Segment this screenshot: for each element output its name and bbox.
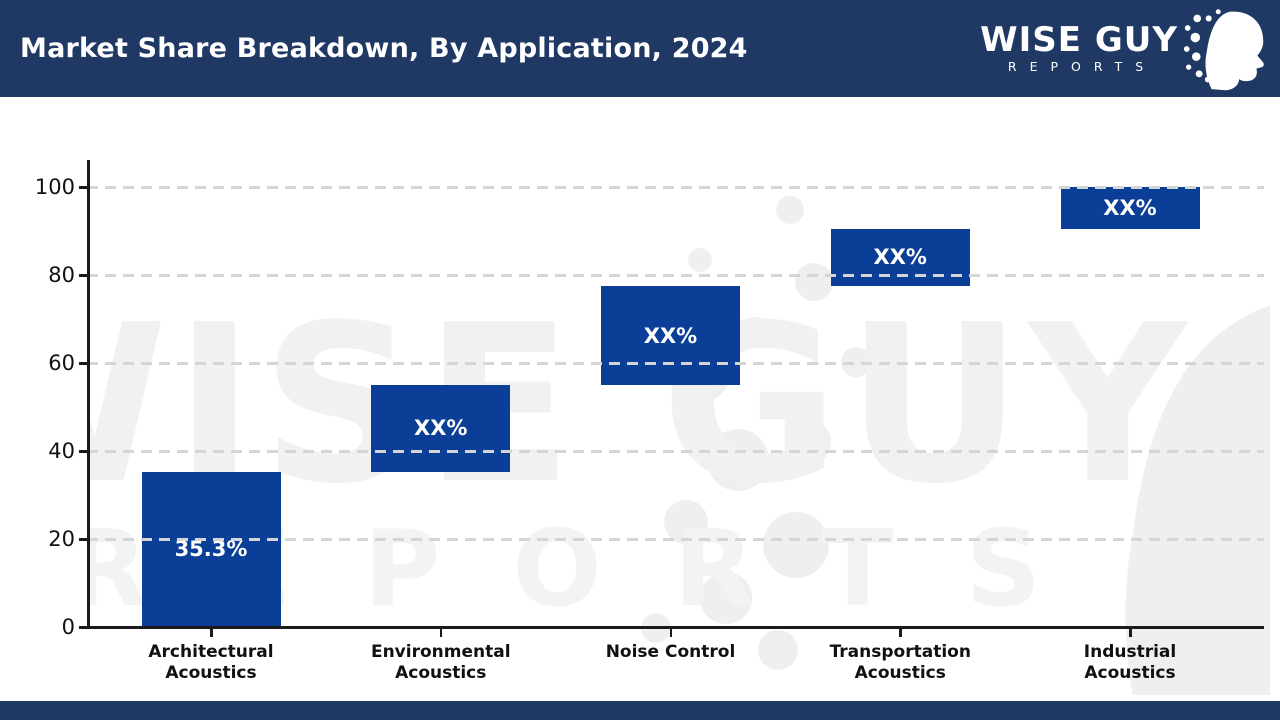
- y-gridline: [87, 186, 1264, 189]
- y-gridline: [87, 362, 1264, 365]
- wise-guy-logo: WISE GUY REPORTS: [980, 7, 1266, 91]
- x-tick-mark: [1129, 628, 1132, 637]
- bar-value-label: XX%: [1103, 195, 1157, 220]
- logo-name: WISE GUY: [980, 20, 1178, 61]
- y-tick-label: 60: [48, 351, 75, 375]
- y-tick-label: 40: [48, 439, 75, 463]
- x-axis-spine: [87, 626, 1264, 629]
- bar-transportation-acoustics: XX%: [830, 228, 970, 286]
- x-tick-label-4: Transportation Acoustics: [829, 642, 971, 683]
- bar-industrial-acoustics: XX%: [1060, 187, 1200, 229]
- bar-environmental-acoustics: XX%: [371, 385, 511, 472]
- y-gridline: [87, 450, 1264, 453]
- y-tick-mark: [79, 626, 87, 629]
- x-tick-mark: [669, 628, 672, 637]
- dotted-head-profile-icon: [1183, 8, 1264, 90]
- y-tick-mark: [79, 274, 87, 277]
- bar-value-label: 35.3%: [174, 537, 248, 562]
- x-tick-mark: [210, 628, 213, 637]
- y-tick-mark: [79, 450, 87, 453]
- y-tick-label: 0: [61, 615, 75, 639]
- chart-area: 0 20 40 60 80 100 35.3% XX% XX% XX% XX% Architectur…: [0, 97, 1280, 701]
- y-tick-label: 20: [48, 527, 75, 551]
- bar-value-label: XX%: [873, 245, 927, 270]
- header-bar: Market Share Breakdown, By Application, …: [0, 0, 1280, 97]
- x-tick-label-2: Environmental Acoustics: [370, 642, 511, 683]
- y-axis-spine: [87, 160, 90, 629]
- y-tick-mark: [79, 362, 87, 365]
- y-tick-mark: [79, 538, 87, 541]
- bar-value-label: XX%: [643, 323, 698, 348]
- x-tick-mark: [899, 628, 902, 637]
- footer-bar: [0, 701, 1280, 720]
- bar-value-label: XX%: [414, 416, 468, 441]
- y-tick-label: 80: [48, 263, 75, 287]
- bar-noise-control: XX%: [601, 286, 740, 385]
- x-tick-label-5: Industrial Acoustics: [1083, 642, 1177, 683]
- y-gridline: [87, 538, 1264, 541]
- x-tick-label-3: Noise Control: [605, 642, 736, 662]
- y-tick-mark: [79, 186, 87, 189]
- y-gridline: [87, 274, 1264, 277]
- bar-architectural-acoustics: 35.3%: [141, 471, 281, 627]
- x-tick-label-1: Architectural Acoustics: [148, 642, 274, 683]
- page-title: Market Share Breakdown, By Application, …: [20, 33, 748, 64]
- logo-sub: REPORTS: [1007, 59, 1157, 75]
- logo-text: WISE GUY REPORTS: [980, 23, 1178, 74]
- y-tick-label: 100: [34, 175, 75, 199]
- x-tick-mark: [439, 628, 443, 637]
